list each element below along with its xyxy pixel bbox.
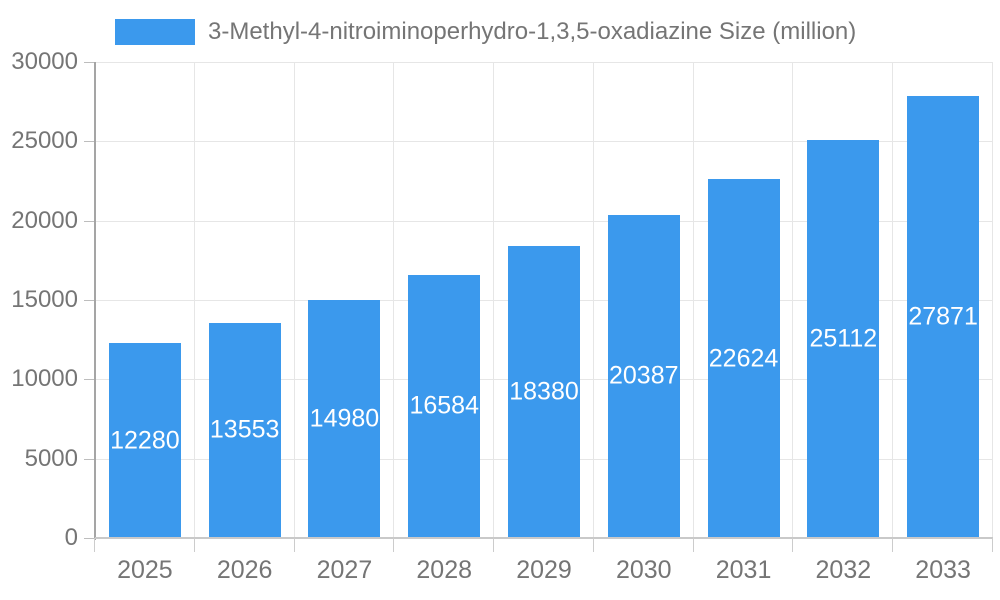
x-tick-mark: [692, 538, 694, 552]
y-gridline: [95, 141, 993, 143]
bar-value-label: 20387: [609, 361, 679, 390]
bar-value-label: 14980: [309, 404, 380, 433]
y-tick-label: 10000: [11, 365, 78, 393]
y-tick-label: 0: [64, 524, 78, 551]
x-tick-label: 2025: [117, 556, 173, 584]
x-tick-label: 2033: [915, 556, 971, 584]
legend-label: 3-Methyl-4-nitroiminoperhydro-1,3,5-oxad…: [208, 18, 857, 45]
x-tick-mark: [792, 538, 794, 552]
x-tick-mark: [892, 538, 894, 552]
y-tick-label: 20000: [11, 206, 78, 234]
y-tick-label: 5000: [24, 444, 78, 472]
x-tick-label: 2030: [615, 556, 672, 584]
y-tick-label: 25000: [11, 127, 78, 155]
y-axis-line: [94, 62, 96, 540]
x-gridline: [992, 62, 993, 538]
x-tick-label: 2032: [815, 556, 872, 584]
x-gridline: [792, 62, 794, 538]
x-tick-mark: [193, 538, 195, 552]
bar-2031[interactable]: 22624: [707, 179, 780, 538]
bar-2025[interactable]: 12280: [108, 343, 181, 538]
x-tick-mark: [94, 538, 95, 552]
bar-2033[interactable]: 27871: [907, 95, 980, 538]
x-gridline: [193, 62, 195, 538]
x-gridline: [493, 62, 495, 538]
x-gridline: [393, 62, 395, 538]
y-gridline: [95, 62, 993, 63]
bar-2027[interactable]: 14980: [308, 300, 381, 538]
x-tick-label: 2027: [316, 556, 373, 584]
x-tick-mark: [592, 538, 594, 552]
x-tick-mark: [493, 538, 495, 552]
x-gridline: [293, 62, 295, 538]
bar-2028[interactable]: 16584: [408, 274, 481, 538]
x-gridline: [892, 62, 894, 538]
bar-value-label: 16584: [409, 391, 479, 420]
plot-area: 12280 13553 14980 16584 18380 20387 22624 25112…: [95, 62, 993, 538]
y-tick-mark: [84, 458, 94, 460]
chart-legend: 3-Methyl-4-nitroiminoperhydro-1,3,5-oxad…: [115, 18, 856, 46]
x-axis-line: [95, 537, 993, 539]
x-gridline: [592, 62, 594, 538]
bar-2026[interactable]: 13553: [208, 322, 281, 538]
y-tick-mark: [84, 62, 94, 63]
y-tick-mark: [84, 379, 94, 381]
y-tick-label: 30000: [11, 48, 78, 75]
bar-value-label: 25112: [809, 324, 878, 353]
x-tick-mark: [293, 538, 295, 552]
x-gridline: [692, 62, 694, 538]
bar-value-label: 13553: [209, 415, 280, 444]
x-tick-label: 2029: [516, 556, 572, 584]
y-tick-mark: [84, 300, 94, 301]
bar-value-label: 12280: [110, 426, 180, 455]
bar-value-label: 22624: [708, 344, 779, 373]
x-tick-label: 2026: [216, 556, 273, 584]
y-tick-mark: [84, 220, 94, 222]
bar-2030[interactable]: 20387: [607, 214, 680, 538]
bar-value-label: 27871: [908, 302, 978, 331]
legend-swatch: [115, 19, 195, 45]
y-tick-mark: [84, 141, 94, 143]
x-tick-label: 2031: [715, 556, 772, 584]
x-tick-mark: [992, 538, 993, 552]
x-tick-label: 2028: [416, 556, 473, 584]
bar-value-label: 18380: [509, 377, 579, 406]
y-gridline: [95, 220, 993, 222]
y-tick-mark: [84, 538, 94, 539]
bar-2029[interactable]: 18380: [508, 246, 580, 538]
y-tick-label: 15000: [11, 286, 78, 313]
x-tick-mark: [393, 538, 395, 552]
bar-2032[interactable]: 25112: [807, 139, 880, 538]
